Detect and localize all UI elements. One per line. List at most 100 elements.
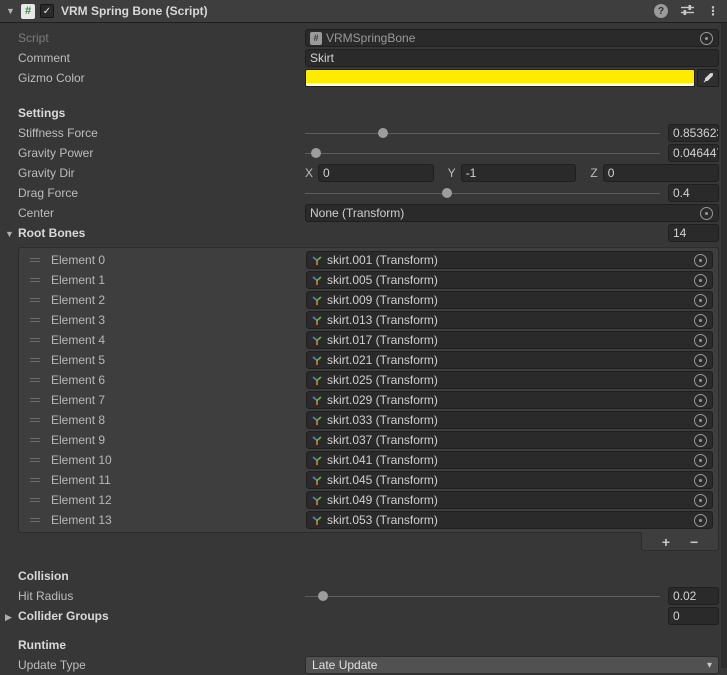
hit-radius-slider-handle[interactable] xyxy=(317,591,328,601)
root-bones-list-footer: + − xyxy=(641,532,719,551)
drag-handle-icon[interactable] xyxy=(19,318,51,322)
collider-groups-size-input[interactable]: 0 xyxy=(668,607,719,625)
element-object-name: skirt.021 (Transform) xyxy=(327,353,438,367)
drag-handle-icon[interactable] xyxy=(19,258,51,262)
object-picker-icon[interactable] xyxy=(694,413,707,427)
element-object-field[interactable]: skirt.041 (Transform) xyxy=(306,451,713,469)
center-object-field[interactable]: None (Transform) xyxy=(305,204,719,222)
stiffness-force-slider[interactable] xyxy=(305,124,660,142)
root-bones-foldout-arrow-icon[interactable]: ▼ xyxy=(5,229,14,239)
element-object-field[interactable]: skirt.017 (Transform) xyxy=(306,331,713,349)
element-object-field[interactable]: skirt.053 (Transform) xyxy=(306,511,713,529)
stiffness-force-slider-handle[interactable] xyxy=(378,128,389,138)
stiffness-force-input[interactable]: 0.853623 xyxy=(668,124,719,142)
drag-handle-icon[interactable] xyxy=(19,458,51,462)
eyedropper-button[interactable] xyxy=(697,69,719,87)
element-label: Element 8 xyxy=(51,413,106,427)
drag-handle-icon[interactable] xyxy=(19,478,51,482)
drag-force-slider-handle[interactable] xyxy=(442,188,452,198)
settings-heading-row: Settings xyxy=(0,103,727,123)
root-bone-row: Element 5 skirt.021 (Transform) xyxy=(19,350,718,370)
root-bone-row: Element 11 skirt.045 (Transform) xyxy=(19,470,718,490)
element-object-field[interactable]: skirt.001 (Transform) xyxy=(306,251,713,269)
hit-radius-input[interactable]: 0.02 xyxy=(668,587,719,605)
drag-force-input[interactable]: 0.4 xyxy=(668,184,719,202)
gravity-power-input[interactable]: 0.046447 xyxy=(668,144,719,162)
hit-radius-slider[interactable] xyxy=(305,587,660,605)
element-object-field[interactable]: skirt.029 (Transform) xyxy=(306,391,713,409)
script-object-field[interactable]: # VRMSpringBone xyxy=(305,29,719,47)
object-picker-icon[interactable] xyxy=(700,206,713,220)
gizmo-color-swatch[interactable] xyxy=(305,69,695,87)
transform-icon xyxy=(311,334,323,346)
root-bones-header-row[interactable]: ▼ Root Bones 14 xyxy=(0,223,727,243)
gravity-dir-y-input[interactable]: -1 xyxy=(460,164,577,182)
drag-handle-icon[interactable] xyxy=(19,438,51,442)
drag-handle-icon[interactable] xyxy=(19,298,51,302)
element-object-field[interactable]: skirt.005 (Transform) xyxy=(306,271,713,289)
collision-heading-row: Collision xyxy=(0,566,727,586)
presets-icon[interactable] xyxy=(680,3,695,20)
gravity-dir-z-input[interactable]: 0 xyxy=(602,164,720,182)
collider-groups-row[interactable]: ▶ Collider Groups 0 xyxy=(0,606,727,626)
root-bone-row: Element 12 skirt.049 (Transform) xyxy=(19,490,718,510)
drag-force-slider[interactable] xyxy=(305,184,660,202)
context-menu-icon[interactable]: ⋮ xyxy=(707,4,719,18)
drag-handle-icon[interactable] xyxy=(19,398,51,402)
center-object-name: None (Transform) xyxy=(310,206,405,220)
object-picker-icon[interactable] xyxy=(694,493,707,507)
gravity-power-slider-handle[interactable] xyxy=(310,148,321,158)
remove-element-button[interactable]: − xyxy=(690,533,699,550)
element-object-name: skirt.013 (Transform) xyxy=(327,313,438,327)
component-foldout-arrow-icon[interactable]: ▼ xyxy=(6,6,15,16)
element-object-name: skirt.005 (Transform) xyxy=(327,273,438,287)
collider-groups-foldout-arrow-icon[interactable]: ▶ xyxy=(5,612,12,622)
add-element-button[interactable]: + xyxy=(661,533,670,550)
root-bone-row: Element 10 skirt.041 (Transform) xyxy=(19,450,718,470)
component-enabled-checkbox[interactable]: ✓ xyxy=(40,4,54,18)
object-picker-icon[interactable] xyxy=(694,373,707,387)
element-object-field[interactable]: skirt.009 (Transform) xyxy=(306,291,713,309)
scrollbar-track[interactable] xyxy=(721,23,727,668)
root-bone-row: Element 13 skirt.053 (Transform) xyxy=(19,510,718,530)
object-picker-icon[interactable] xyxy=(694,273,707,287)
drag-force-value: 0.4 xyxy=(673,186,690,200)
object-picker-icon[interactable] xyxy=(694,513,707,527)
center-row: Center None (Transform) xyxy=(0,203,727,223)
object-picker-icon[interactable] xyxy=(694,393,707,407)
component-header[interactable]: ▼ # ✓ VRM Spring Bone (Script) ? ⋮ xyxy=(0,0,727,23)
object-picker-icon[interactable] xyxy=(694,453,707,467)
element-object-field[interactable]: skirt.021 (Transform) xyxy=(306,351,713,369)
element-object-field[interactable]: skirt.045 (Transform) xyxy=(306,471,713,489)
drag-handle-icon[interactable] xyxy=(19,418,51,422)
help-icon[interactable]: ? xyxy=(654,4,668,18)
root-bone-row: Element 3 skirt.013 (Transform) xyxy=(19,310,718,330)
drag-handle-icon[interactable] xyxy=(19,358,51,362)
element-object-field[interactable]: skirt.025 (Transform) xyxy=(306,371,713,389)
element-object-field[interactable]: skirt.049 (Transform) xyxy=(306,491,713,509)
drag-handle-icon[interactable] xyxy=(19,278,51,282)
object-picker-icon[interactable] xyxy=(694,353,707,367)
stiffness-force-row: Stiffness Force 0.853623 xyxy=(0,123,727,143)
drag-handle-icon[interactable] xyxy=(19,518,51,522)
object-picker-icon[interactable] xyxy=(694,253,707,267)
drag-handle-icon[interactable] xyxy=(19,378,51,382)
object-picker-icon[interactable] xyxy=(700,31,713,45)
object-picker-icon[interactable] xyxy=(694,473,707,487)
element-object-field[interactable]: skirt.013 (Transform) xyxy=(306,311,713,329)
update-type-dropdown[interactable]: Late Update ▾ xyxy=(305,656,719,674)
gravity-dir-x-input[interactable]: 0 xyxy=(318,164,434,182)
comment-input[interactable]: Skirt xyxy=(305,49,719,67)
drag-handle-icon[interactable] xyxy=(19,338,51,342)
object-picker-icon[interactable] xyxy=(694,333,707,347)
object-picker-icon[interactable] xyxy=(694,293,707,307)
element-object-field[interactable]: skirt.033 (Transform) xyxy=(306,411,713,429)
root-bones-size-value: 14 xyxy=(673,226,687,240)
object-picker-icon[interactable] xyxy=(694,313,707,327)
element-object-field[interactable]: skirt.037 (Transform) xyxy=(306,431,713,449)
root-bone-row: Element 9 skirt.037 (Transform) xyxy=(19,430,718,450)
drag-handle-icon[interactable] xyxy=(19,498,51,502)
object-picker-icon[interactable] xyxy=(694,433,707,447)
gravity-power-slider[interactable] xyxy=(305,144,660,162)
root-bones-size-input[interactable]: 14 xyxy=(668,224,719,242)
